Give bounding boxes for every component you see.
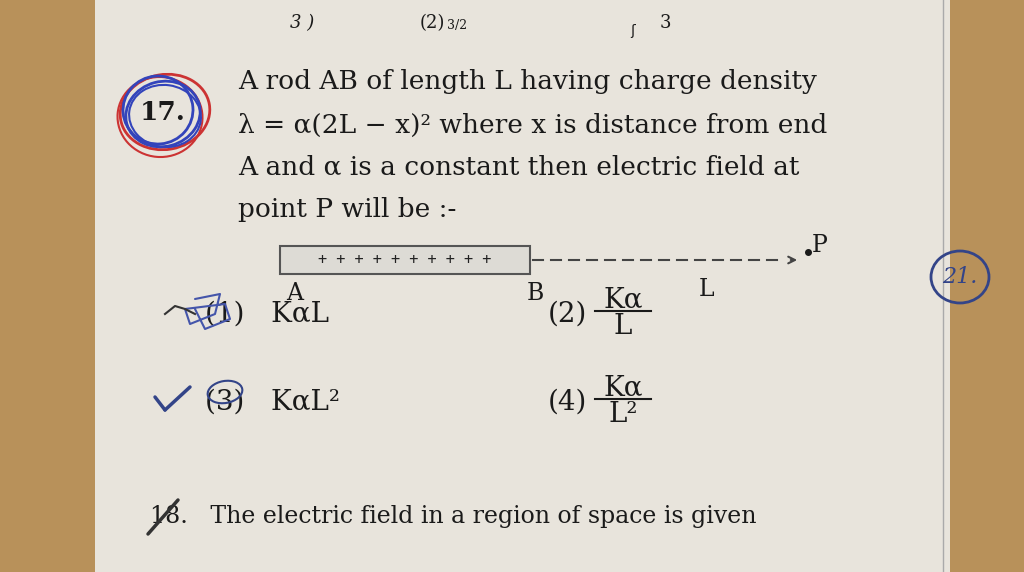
Text: L: L [698, 278, 715, 301]
Text: (1)   KαL: (1) KαL [205, 300, 329, 328]
Text: (2): (2) [420, 14, 445, 32]
Text: (2): (2) [548, 300, 588, 328]
Text: B: B [526, 282, 544, 305]
Text: + + + + + + + + + +: + + + + + + + + + + [318, 252, 492, 268]
Text: L²: L² [608, 400, 638, 427]
Text: 21.: 21. [942, 266, 978, 288]
Bar [950, 0, 1024, 572]
Text: A: A [287, 282, 303, 305]
Text: 3/2: 3/2 [447, 19, 467, 32]
Text: 18.   The electric field in a region of space is given: 18. The electric field in a region of sp… [150, 506, 757, 529]
Text: (3)   KαL²: (3) KαL² [205, 388, 340, 415]
Bar [0, 0, 95, 572]
FancyBboxPatch shape [280, 246, 530, 274]
Text: 3 ): 3 ) [290, 14, 314, 32]
Text: λ = α(2L − x)² where x is distance from end: λ = α(2L − x)² where x is distance from … [238, 113, 827, 137]
Text: A and α is a constant then electric field at: A and α is a constant then electric fiel… [238, 154, 800, 180]
Text: Kα: Kα [603, 287, 643, 313]
Text: (4): (4) [548, 388, 588, 415]
Text: point P will be :-: point P will be :- [238, 197, 457, 223]
Text: ʃ: ʃ [630, 24, 635, 38]
Text: Kα: Kα [603, 375, 643, 402]
Text: A rod AB of length L having charge density: A rod AB of length L having charge densi… [238, 70, 817, 94]
Text: 17.: 17. [140, 100, 186, 125]
Text: P: P [812, 235, 827, 257]
Bar [95, 0, 950, 572]
Text: 3: 3 [660, 14, 672, 32]
Text: L: L [613, 312, 632, 340]
